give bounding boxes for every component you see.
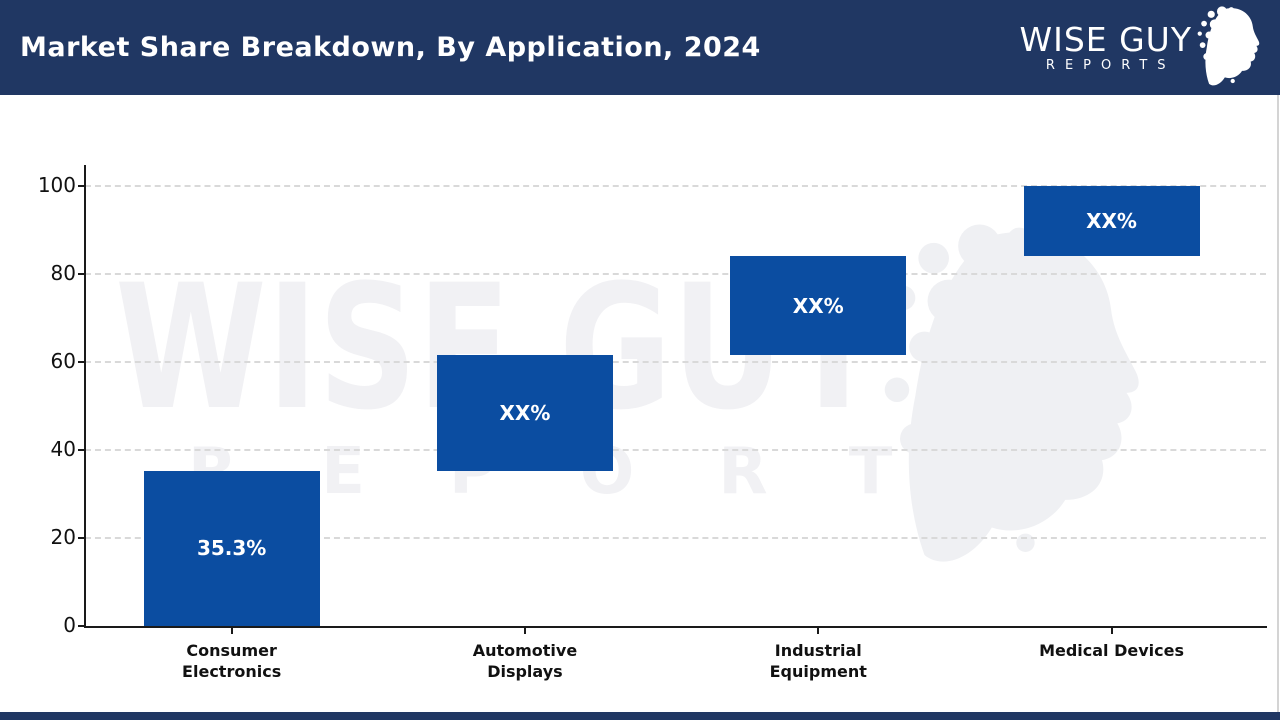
y-tick-label: 40	[50, 437, 76, 461]
x-tick-mark	[523, 628, 526, 634]
y-tick-mark	[78, 449, 85, 451]
x-tick-label: Medical Devices	[1039, 641, 1185, 660]
bar-3	[730, 256, 907, 355]
y-tick-label: 80	[50, 261, 76, 285]
x-tick-mark	[817, 628, 820, 634]
y-tick-mark	[78, 273, 85, 275]
x-tick-label: Industrial Equipment	[769, 641, 867, 681]
gridline-100	[85, 185, 1266, 187]
y-tick-mark	[78, 537, 85, 539]
x-tick-label: Consumer Electronics	[182, 641, 282, 681]
y-tick-mark	[78, 361, 85, 363]
brand-logo-text: WISE GUY REPORTS	[1019, 23, 1192, 72]
plot-right-border	[1277, 95, 1279, 712]
x-tick-mark	[1110, 628, 1113, 634]
bar-value-label: XX%	[499, 400, 551, 425]
header-bar: Market Share Breakdown, By Application, …	[0, 0, 1280, 95]
y-tick-mark	[78, 625, 85, 627]
gridline-40	[85, 449, 1266, 451]
dot-head-logo-icon	[1188, 5, 1266, 91]
bar-1	[143, 470, 320, 626]
gridline-80	[85, 273, 1266, 275]
y-tick-label: 60	[50, 349, 76, 373]
bar-value-label: XX%	[792, 293, 844, 318]
y-tick-label: 0	[63, 613, 76, 637]
gridline-20	[85, 537, 1266, 539]
x-tick-mark	[230, 628, 233, 634]
gridline-60	[85, 361, 1266, 363]
bar-value-label: 35.3%	[196, 536, 267, 561]
y-tick-label: 100	[37, 173, 76, 197]
footer-bar	[0, 712, 1280, 720]
brand-subname: REPORTS	[1045, 58, 1176, 73]
brand-logo: WISE GUY REPORTS	[1019, 0, 1266, 95]
page-title: Market Share Breakdown, By Application, …	[20, 32, 761, 63]
x-tick-label: Automotive Displays	[472, 641, 578, 681]
y-tick-label: 20	[50, 525, 76, 549]
x-axis-line	[84, 626, 1267, 628]
bar-4	[1023, 186, 1200, 257]
bar-2	[436, 354, 613, 471]
bar-value-label: XX%	[1086, 209, 1137, 234]
y-tick-mark	[78, 185, 85, 187]
y-axis-line	[84, 165, 86, 628]
brand-name: WISE GUY	[1019, 20, 1192, 59]
